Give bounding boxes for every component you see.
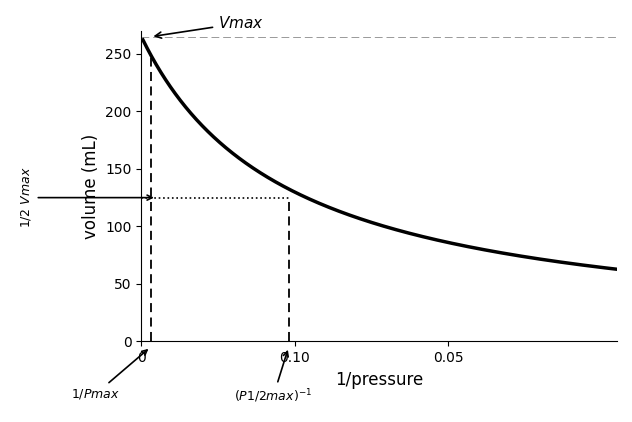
Text: $Vmax$: $Vmax$ — [155, 15, 264, 38]
Text: $1/2\ Vmax$: $1/2\ Vmax$ — [19, 167, 152, 228]
Text: $(P1/2max)^{-1}$: $(P1/2max)^{-1}$ — [234, 352, 312, 405]
Text: $1/Pmax$: $1/Pmax$ — [71, 350, 147, 401]
X-axis label: 1/pressure: 1/pressure — [335, 371, 423, 389]
Y-axis label: volume (mL): volume (mL) — [82, 133, 100, 239]
